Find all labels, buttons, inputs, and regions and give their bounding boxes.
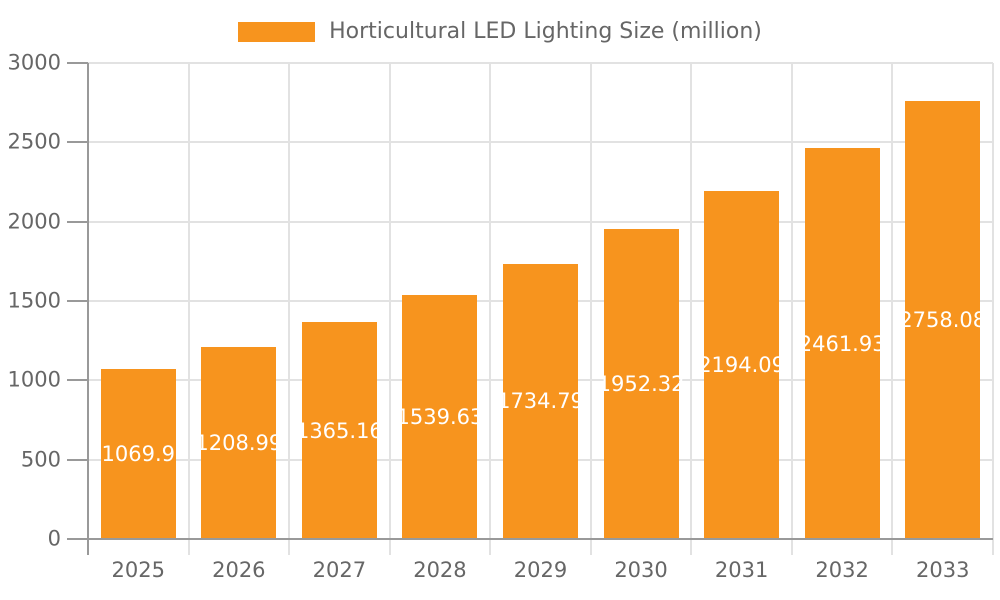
x-axis-label: 2033 — [915, 558, 970, 582]
bar-value-label: 1365.16 — [295, 418, 383, 443]
bar[interactable]: 1952.32 — [598, 229, 684, 539]
y-axis-label: 0 — [47, 526, 61, 551]
bar[interactable]: 2194.09 — [698, 190, 785, 539]
bar-value-label: 1734.79 — [497, 389, 584, 414]
bar[interactable]: 1539.63 — [397, 294, 483, 539]
y-axis-label: 2000 — [7, 209, 61, 234]
bar-value-label: 1539.63 — [396, 404, 484, 429]
bar-value-label: 2461.93 — [798, 331, 886, 356]
gridline-vertical — [489, 63, 492, 555]
gridline-vertical — [790, 63, 793, 555]
legend-swatch-icon — [238, 22, 316, 42]
chart-legend[interactable]: Horticultural LED Lighting Size (million… — [0, 18, 1000, 46]
y-axis-tick — [67, 379, 88, 382]
y-axis-line — [87, 63, 89, 555]
bar-value-label: 1069.9 — [101, 442, 176, 467]
bar[interactable]: 1208.99 — [195, 347, 282, 539]
y-axis-label: 3000 — [7, 50, 61, 75]
x-axis-label: 2025 — [111, 558, 165, 582]
x-axis-label: 2030 — [614, 558, 668, 582]
bar-value-label: 2758.08 — [899, 308, 987, 333]
bar-value-label: 1208.99 — [195, 431, 283, 456]
y-axis-label: 1000 — [7, 367, 61, 392]
x-axis-label: 2029 — [513, 558, 568, 582]
bar[interactable]: 1365.16 — [296, 322, 383, 539]
y-axis-tick — [67, 458, 88, 461]
gridline-vertical — [690, 63, 693, 555]
y-axis-tick — [67, 538, 88, 540]
legend-label: Horticultural LED Lighting Size (million… — [329, 19, 762, 44]
x-axis-line — [67, 538, 993, 540]
gridline-horizontal — [88, 62, 993, 64]
x-axis-label: 2031 — [714, 558, 769, 582]
gridline-vertical — [187, 63, 190, 555]
bar[interactable]: 2758.08 — [899, 101, 986, 539]
gridline-vertical — [992, 63, 994, 555]
x-axis-label: 2027 — [312, 558, 367, 582]
y-axis-tick — [67, 141, 88, 144]
gridline-horizontal — [88, 220, 993, 223]
y-axis-tick — [67, 300, 88, 302]
bar[interactable]: 2461.93 — [799, 148, 886, 539]
gridline-horizontal — [88, 141, 993, 144]
y-axis-label: 500 — [20, 447, 61, 472]
y-axis-tick — [67, 220, 88, 223]
bar[interactable]: 1069.9 — [100, 369, 176, 539]
bar-value-label: 2194.09 — [698, 352, 786, 377]
x-axis-label: 2026 — [212, 558, 266, 582]
y-axis-tick — [67, 62, 88, 64]
x-axis-label: 2032 — [815, 558, 869, 582]
gridline-vertical — [388, 63, 391, 555]
gridline-vertical — [891, 63, 894, 555]
gridline-vertical — [589, 63, 592, 555]
bar-value-label: 1952.32 — [597, 372, 685, 397]
y-axis-label: 2500 — [7, 129, 61, 154]
y-axis-label: 1500 — [7, 288, 61, 313]
x-axis-label: 2028 — [413, 558, 467, 582]
gridline-vertical — [288, 63, 291, 555]
bar[interactable]: 1734.79 — [497, 263, 584, 539]
